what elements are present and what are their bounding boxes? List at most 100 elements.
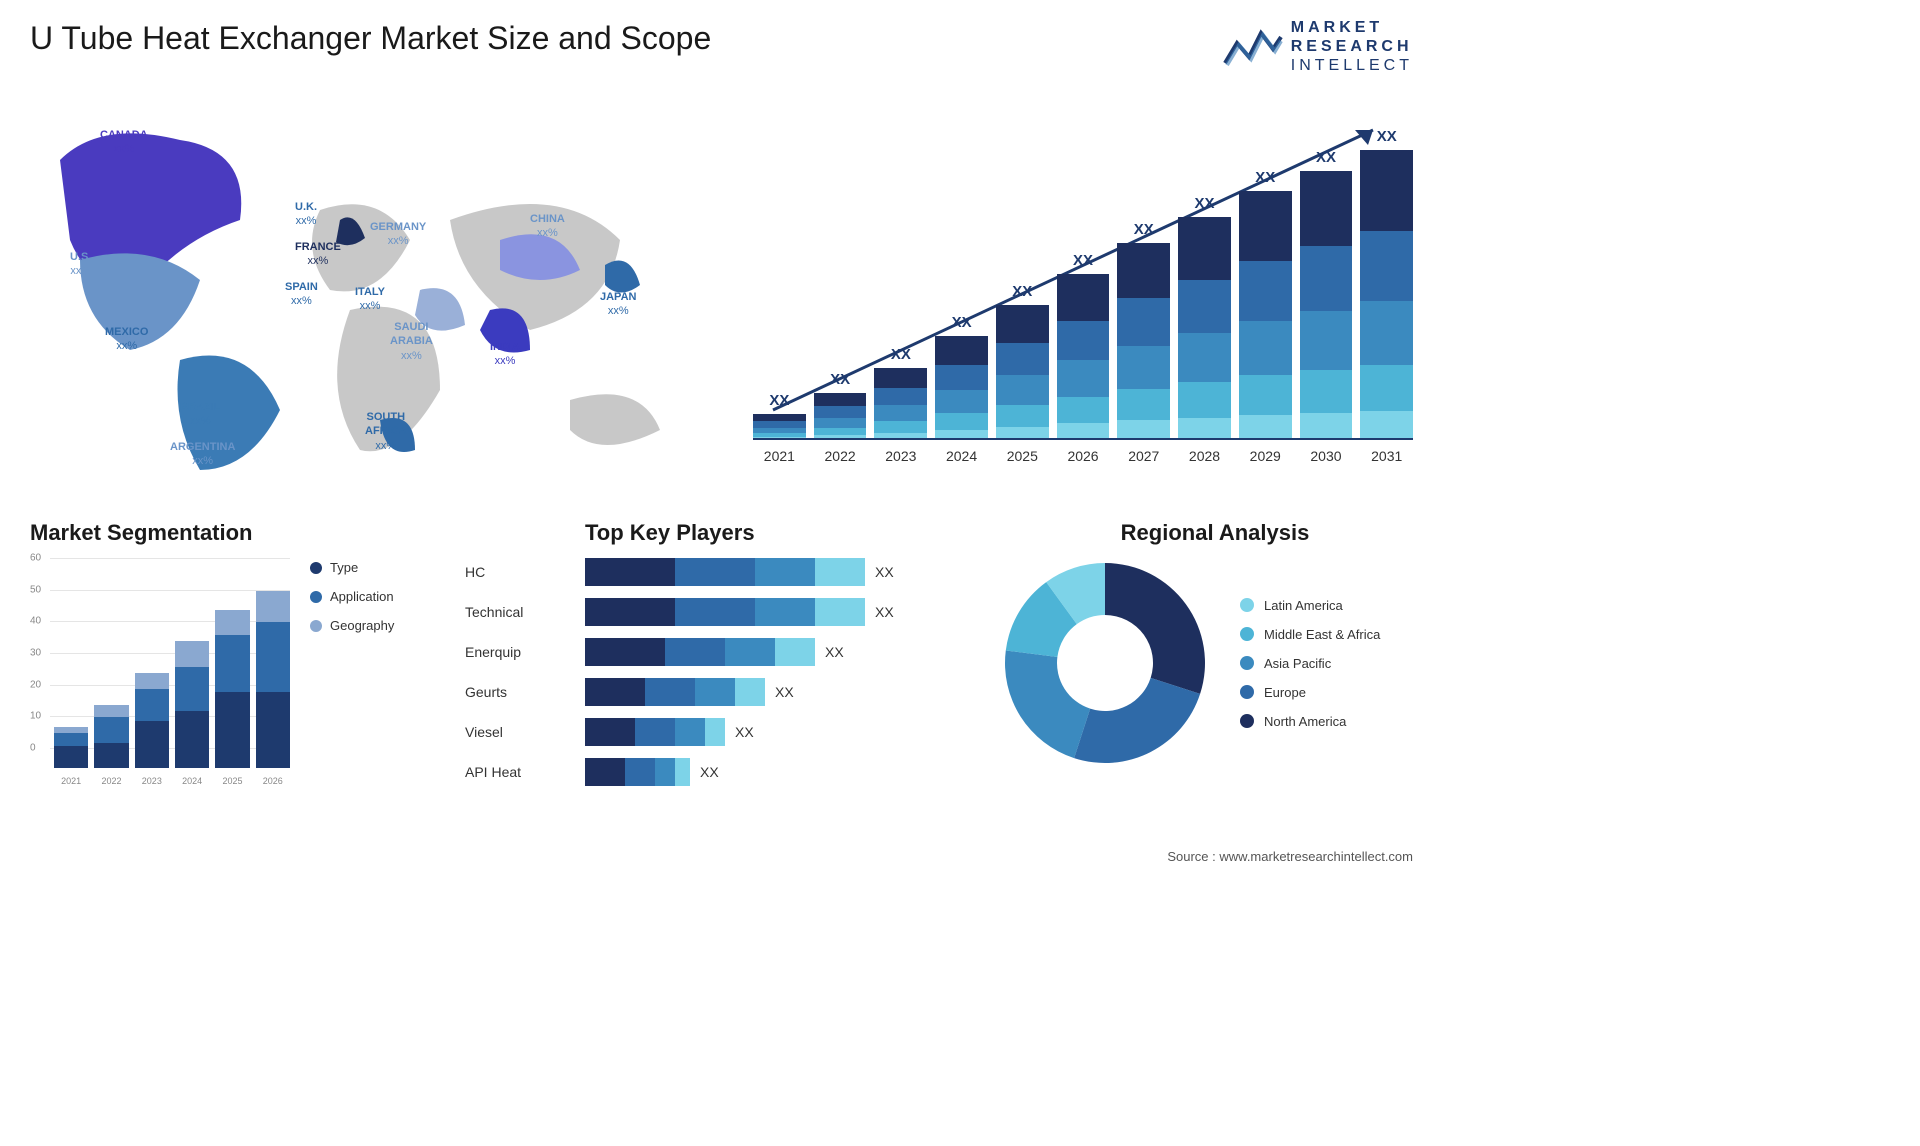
y-axis-tick-label: 30: [30, 648, 41, 659]
map-label: BRAZILxx%: [180, 400, 220, 429]
bar-segment: [94, 705, 128, 718]
bar-segment: [1117, 346, 1170, 389]
big-bar-column: XX2022: [814, 393, 867, 440]
logo-mark-icon: [1223, 27, 1283, 67]
legend-swatch-icon: [310, 562, 322, 574]
bar-segment: [256, 692, 290, 768]
legend-swatch-icon: [1240, 598, 1254, 612]
bar-segment: [1239, 321, 1292, 376]
big-bar-column: XX2021: [753, 414, 806, 440]
bar-segment: [1360, 301, 1413, 365]
bar-segment: [874, 421, 927, 433]
bar-segment: [635, 718, 675, 746]
logo-text: MARKET RESEARCH INTELLECT: [1291, 18, 1413, 76]
player-bar-row: XX: [585, 758, 965, 786]
player-bar: [585, 598, 865, 626]
player-bar: [585, 678, 765, 706]
players-labels: HCTechnicalEnerquipGeurtsVieselAPI Heat: [465, 558, 585, 786]
legend-swatch-icon: [1240, 656, 1254, 670]
player-name-label: Technical: [465, 598, 585, 626]
bar-segment: [675, 558, 755, 586]
segmentation-bar-chart: 0102030405060202120222023202420252026: [30, 558, 290, 788]
bar-segment: [1300, 171, 1353, 246]
bar-segment: [814, 428, 867, 435]
legend-label: Latin America: [1264, 598, 1343, 613]
legend-item: Type: [310, 560, 394, 575]
player-bar: [585, 718, 725, 746]
bar-year-label: 2027: [1117, 448, 1170, 464]
bar-segment: [94, 743, 128, 768]
market-size-bar-chart: XX2021XX2022XX2023XX2024XX2025XX2026XX20…: [753, 100, 1413, 470]
bar-segment: [256, 622, 290, 692]
y-axis-tick-label: 0: [30, 743, 36, 754]
x-axis-year-label: 2024: [175, 776, 209, 786]
legend-label: Asia Pacific: [1264, 656, 1331, 671]
legend-item: North America: [1240, 714, 1380, 729]
legend-swatch-icon: [310, 591, 322, 603]
segmentation-bar-column: 2021: [54, 727, 88, 768]
bar-segment: [1178, 217, 1231, 279]
regional-section: Regional Analysis Latin America Middle Ea…: [1000, 520, 1430, 768]
map-label: INDIAxx%: [490, 340, 520, 369]
bar-segment: [755, 558, 815, 586]
map-label: CHINAxx%: [530, 212, 565, 241]
legend-label: Europe: [1264, 685, 1306, 700]
segmentation-title: Market Segmentation: [30, 520, 450, 546]
bar-segment: [135, 721, 169, 769]
legend-item: Middle East & Africa: [1240, 627, 1380, 642]
bar-segment: [215, 635, 249, 692]
map-label: SAUDIARABIAxx%: [390, 320, 433, 363]
segmentation-legend: TypeApplicationGeography: [310, 560, 394, 633]
segmentation-section: Market Segmentation 01020304050602021202…: [30, 520, 450, 788]
y-axis-tick-label: 50: [30, 584, 41, 595]
player-value-label: XX: [825, 644, 844, 660]
bar-segment: [1057, 397, 1110, 424]
bar-year-label: 2023: [874, 448, 927, 464]
bar-segment: [1117, 243, 1170, 298]
big-bar-column: XX2027: [1117, 243, 1170, 440]
regional-legend: Latin America Middle East & Africa Asia Pa…: [1240, 598, 1380, 729]
player-bar-row: XX: [585, 638, 965, 666]
bar-segment: [935, 413, 988, 430]
bar-segment: [585, 558, 675, 586]
legend-label: Type: [330, 560, 358, 575]
bar-segment: [1360, 411, 1413, 440]
bar-value-label: XX: [874, 346, 927, 363]
y-axis-tick-label: 20: [30, 679, 41, 690]
bar-segment: [665, 638, 725, 666]
bar-value-label: XX: [1300, 149, 1353, 166]
donut-segment: [1005, 650, 1090, 758]
legend-item: Application: [310, 589, 394, 604]
regional-title: Regional Analysis: [1000, 520, 1430, 546]
bar-year-label: 2021: [753, 448, 806, 464]
bar-segment: [175, 641, 209, 666]
bar-segment: [1360, 231, 1413, 301]
page-title: U Tube Heat Exchanger Market Size and Sc…: [30, 20, 711, 57]
map-label: ITALYxx%: [355, 285, 385, 314]
legend-item: Asia Pacific: [1240, 656, 1380, 671]
bar-segment: [695, 678, 735, 706]
player-name-label: API Heat: [465, 758, 585, 786]
legend-item: Europe: [1240, 685, 1380, 700]
x-axis-year-label: 2023: [135, 776, 169, 786]
legend-label: Middle East & Africa: [1264, 627, 1380, 642]
bar-segment: [585, 638, 665, 666]
map-label: FRANCExx%: [295, 240, 341, 269]
bar-segment: [1360, 150, 1413, 231]
bar-segment: [1300, 311, 1353, 370]
bar-segment: [755, 598, 815, 626]
bar-segment: [1117, 389, 1170, 420]
bar-segment: [256, 591, 290, 623]
bar-segment: [874, 405, 927, 421]
bar-segment: [814, 406, 867, 417]
bar-segment: [935, 390, 988, 413]
player-value-label: XX: [735, 724, 754, 740]
player-bar-row: XX: [585, 678, 965, 706]
legend-swatch-icon: [1240, 714, 1254, 728]
bar-segment: [1300, 246, 1353, 311]
bar-segment: [1239, 261, 1292, 321]
players-section: Top Key Players HCTechnicalEnerquipGeurt…: [465, 520, 965, 786]
big-bar-column: XX2030: [1300, 171, 1353, 440]
bar-segment: [1239, 375, 1292, 415]
map-label: JAPANxx%: [600, 290, 636, 319]
